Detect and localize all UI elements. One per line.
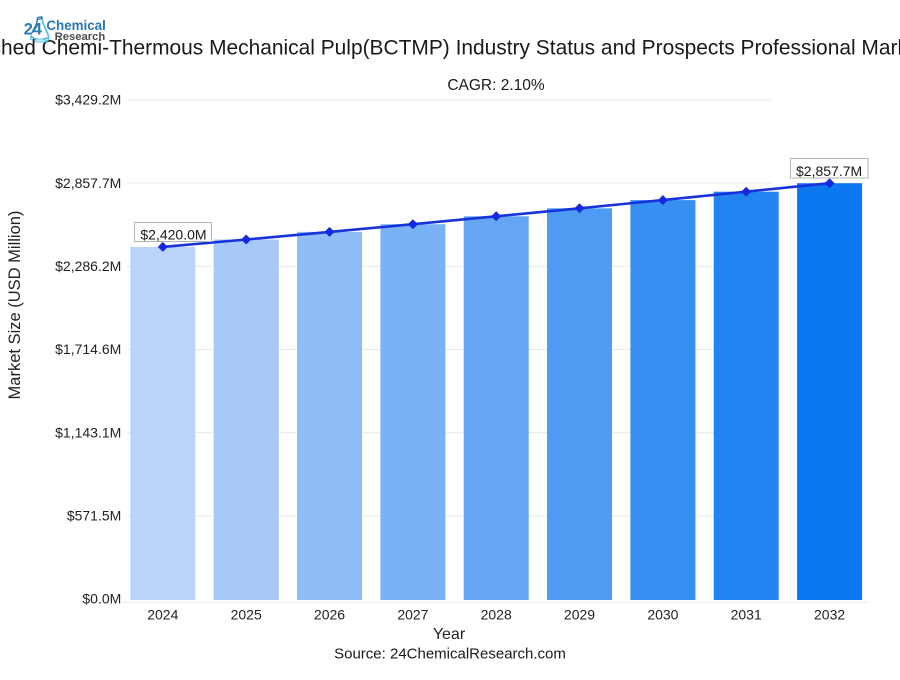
svg-text:$1,714.6M: $1,714.6M [55,341,121,357]
svg-text:$571.5M: $571.5M [67,507,121,523]
svg-text:2032: 2032 [814,607,845,623]
svg-text:Market Size (USD Million): Market Size (USD Million) [6,211,24,400]
svg-text:$2,857.7M: $2,857.7M [796,163,862,179]
svg-text:CAGR: 2.10%: CAGR: 2.10% [447,77,545,94]
svg-text:$2,857.7M: $2,857.7M [55,175,121,191]
svg-text:$3,429.2M: $3,429.2M [55,92,121,108]
svg-text:Chemical: Chemical [46,18,105,33]
svg-text:24: 24 [24,20,43,38]
svg-text:Research: Research [55,31,106,43]
svg-text:2024: 2024 [147,607,178,623]
svg-text:2031: 2031 [731,607,762,623]
svg-text:2027: 2027 [397,607,428,623]
svg-text:2029: 2029 [564,607,595,623]
svg-text:Year: Year [433,626,466,643]
svg-text:Bleached Chemi-Thermous Mechan: Bleached Chemi-Thermous Mechanical Pulp(… [0,37,900,60]
svg-text:Source: 24ChemicalResearch.com: Source: 24ChemicalResearch.com [334,646,566,663]
svg-text:2026: 2026 [314,607,345,623]
svg-text:2030: 2030 [647,607,678,623]
svg-text:2025: 2025 [231,607,262,623]
svg-text:$1,143.1M: $1,143.1M [55,424,121,440]
svg-text:$2,420.0M: $2,420.0M [140,226,206,242]
svg-text:$2,286.2M: $2,286.2M [55,258,121,274]
svg-text:2028: 2028 [481,607,512,623]
svg-text:$0.0M: $0.0M [82,591,121,607]
